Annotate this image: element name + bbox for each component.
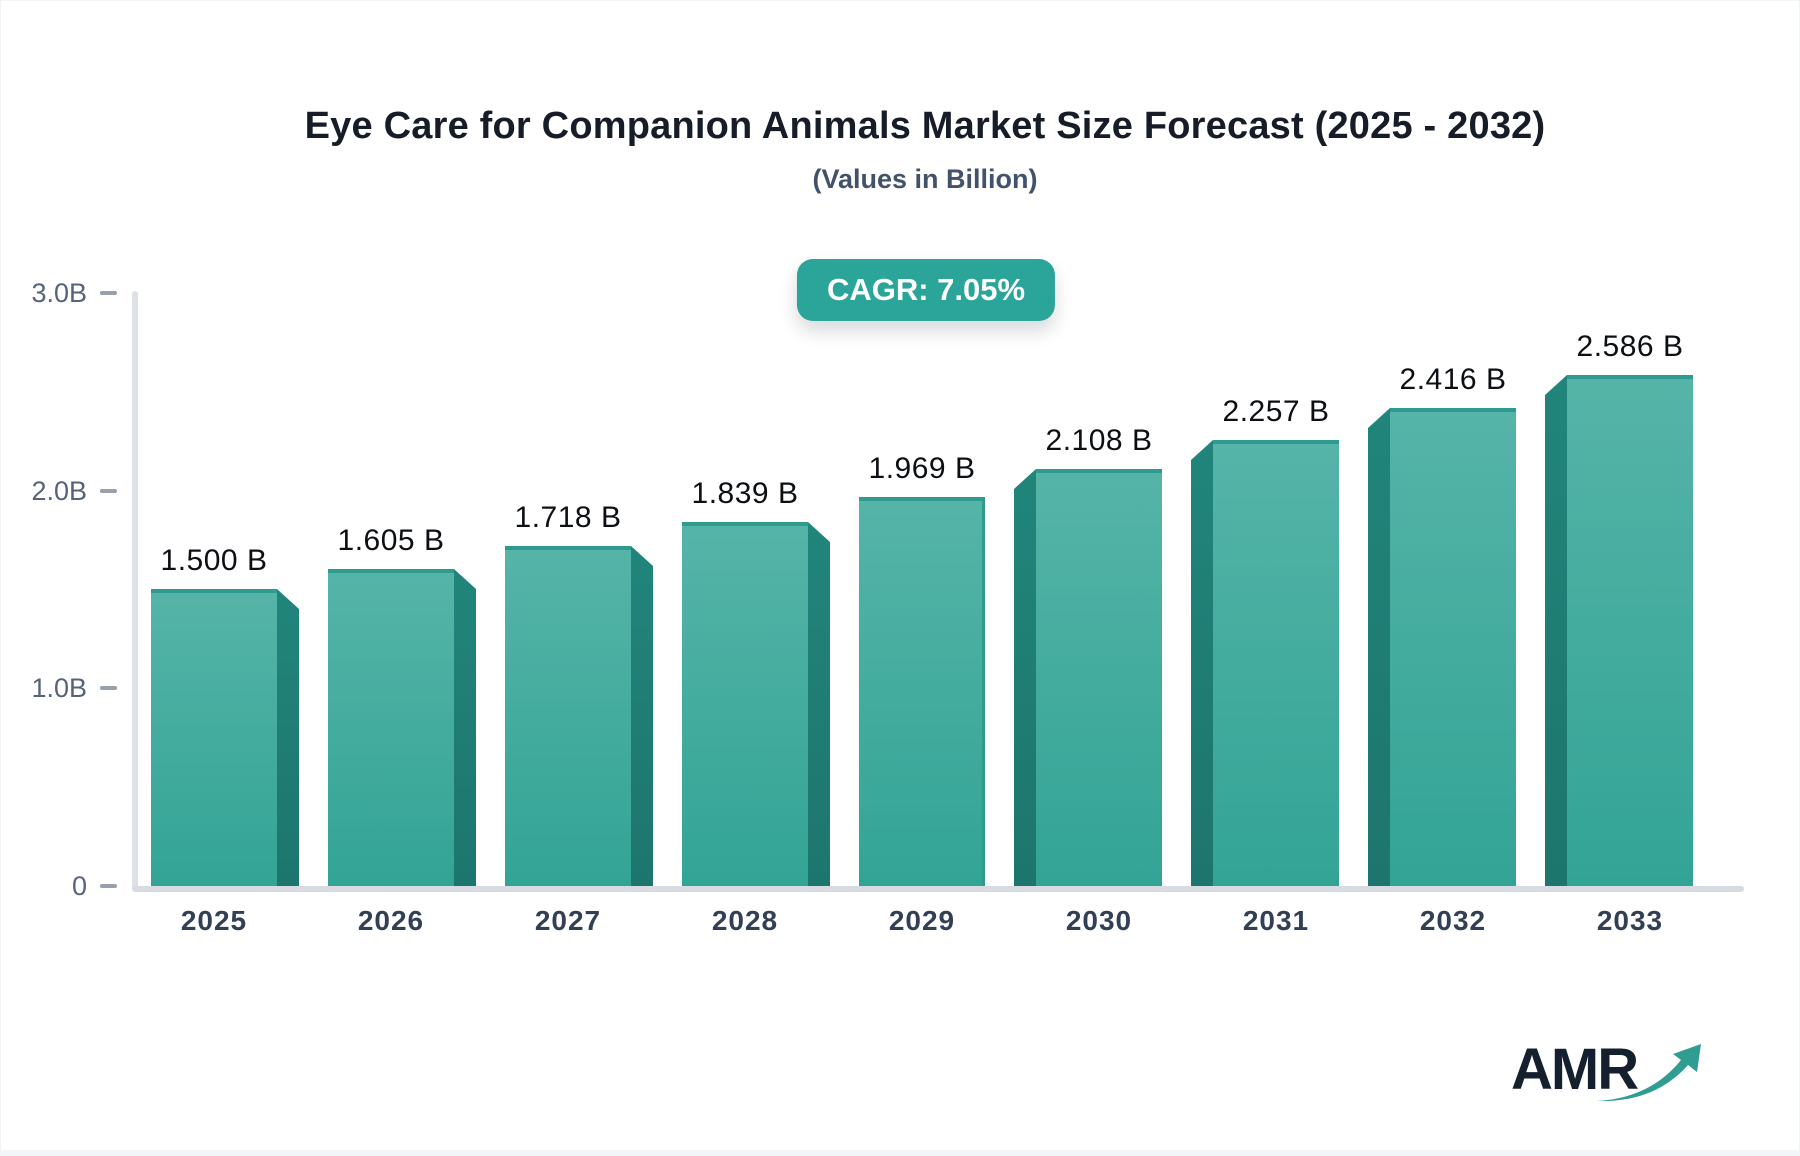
bar-side-face [454, 569, 476, 886]
bar-2029 [859, 497, 985, 886]
x-tick-label: 2033 [1596, 905, 1664, 936]
x-tick-label: 2030 [1065, 905, 1133, 936]
bar-side-face [1014, 469, 1036, 886]
chart-title: Eye Care for Companion Animals Market Si… [304, 105, 1546, 147]
x-axis-line [132, 886, 1744, 892]
y-tick-label: 1.0B [31, 673, 87, 704]
bar-value-label: 2.586 B [1576, 330, 1684, 363]
bar-side-face [277, 589, 299, 886]
bottom-edge [1, 1150, 1799, 1155]
bar-2027 [505, 546, 631, 886]
x-tick-label: 2031 [1242, 905, 1310, 936]
bar-side-face [631, 546, 653, 886]
bar-side-face [1191, 440, 1213, 886]
y-tick-label: 3.0B [31, 277, 87, 308]
bar-2033 [1567, 375, 1693, 886]
bar-value-label: 2.416 B [1399, 363, 1507, 396]
bar-2030 [1036, 469, 1162, 886]
bar-2031 [1213, 440, 1339, 886]
bar-side-face [1368, 408, 1390, 886]
bar-2028 [682, 522, 808, 886]
bar-value-label: 2.108 B [1045, 424, 1153, 457]
y-tick-dash [100, 290, 117, 295]
bar-2026 [328, 569, 454, 886]
logo-arrow-icon [1597, 1044, 1701, 1102]
x-tick-label: 2032 [1419, 905, 1487, 936]
bar-2025 [151, 589, 277, 886]
bar-value-label: 1.969 B [868, 452, 976, 485]
y-tick-label: 2.0B [31, 475, 87, 506]
bar-value-label: 1.839 B [691, 477, 799, 510]
x-tick-label: 2028 [711, 905, 779, 936]
x-tick-label: 2025 [180, 905, 248, 936]
bar-side-face [1545, 375, 1567, 886]
cagr-badge: CAGR: 7.05% [796, 259, 1056, 321]
bar-value-label: 1.605 B [337, 524, 445, 557]
bar-2032 [1390, 408, 1516, 886]
x-tick-label: 2029 [888, 905, 956, 936]
y-tick-dash [100, 488, 117, 493]
y-tick-dash [100, 686, 117, 691]
y-tick-dash [100, 884, 117, 888]
x-tick-label: 2026 [357, 905, 425, 936]
x-tick-label: 2027 [534, 905, 602, 936]
bar-value-label: 1.718 B [514, 501, 622, 534]
chart-subtitle: (Values in Billion) [812, 164, 1038, 194]
bar-value-label: 2.257 B [1222, 395, 1330, 428]
amr-logo: AMR [1511, 1037, 1701, 1102]
bar-side-face [808, 522, 830, 886]
y-axis-line [132, 291, 138, 891]
bar-value-label: 1.500 B [160, 544, 268, 577]
logo-text: AMR [1511, 1037, 1638, 1102]
y-tick-label: 0 [71, 871, 87, 901]
